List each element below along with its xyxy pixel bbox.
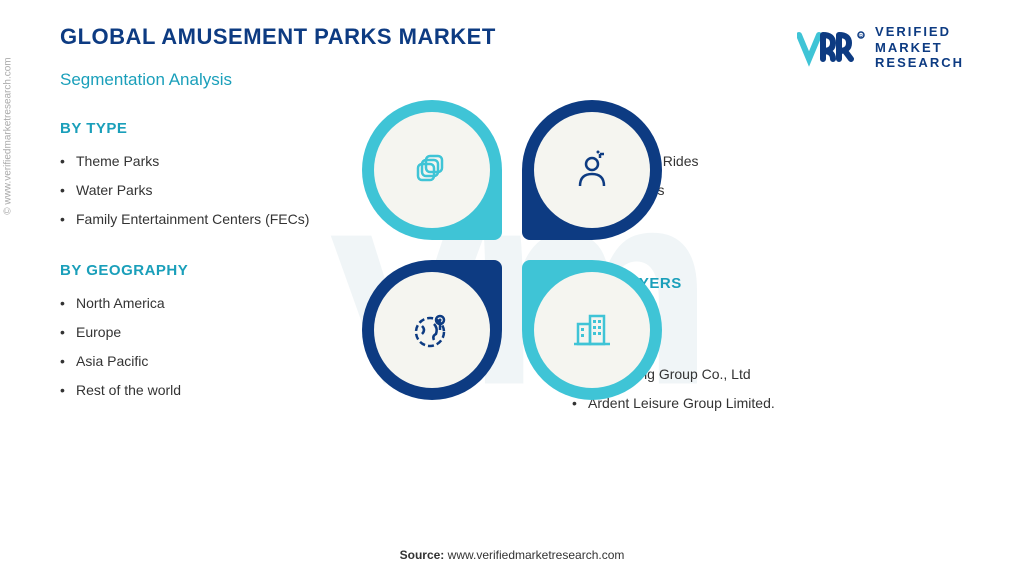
petal-players [522, 260, 662, 400]
petal-type [362, 100, 502, 240]
logo-text: VERIFIED MARKET RESEARCH [875, 24, 964, 71]
petal-inner [374, 272, 490, 388]
source-line: Source: www.verifiedmarketresearch.com [400, 548, 625, 562]
petal-geography [362, 260, 502, 400]
subtitle: Segmentation Analysis [60, 70, 232, 90]
logo-line3: RESEARCH [875, 55, 964, 71]
logo-line2: MARKET [875, 40, 964, 56]
layers-icon [408, 146, 456, 194]
petal-inner [534, 272, 650, 388]
person-icon [568, 146, 616, 194]
logo-line1: VERIFIED [875, 24, 964, 40]
petal-rides [522, 100, 662, 240]
page-title: GLOBAL AMUSEMENT PARKS MARKET [60, 24, 496, 50]
source-url: www.verifiedmarketresearch.com [448, 548, 625, 562]
header: GLOBAL AMUSEMENT PARKS MARKET R VERIFIED… [60, 24, 964, 71]
building-icon [568, 306, 616, 354]
logo-mark-icon: R [797, 27, 867, 67]
svg-text:R: R [859, 34, 863, 40]
center-petals [362, 100, 662, 400]
source-label: Source: [400, 548, 445, 562]
petal-inner [374, 112, 490, 228]
globe-icon [408, 306, 456, 354]
logo: R VERIFIED MARKET RESEARCH [797, 24, 964, 71]
petal-inner [534, 112, 650, 228]
